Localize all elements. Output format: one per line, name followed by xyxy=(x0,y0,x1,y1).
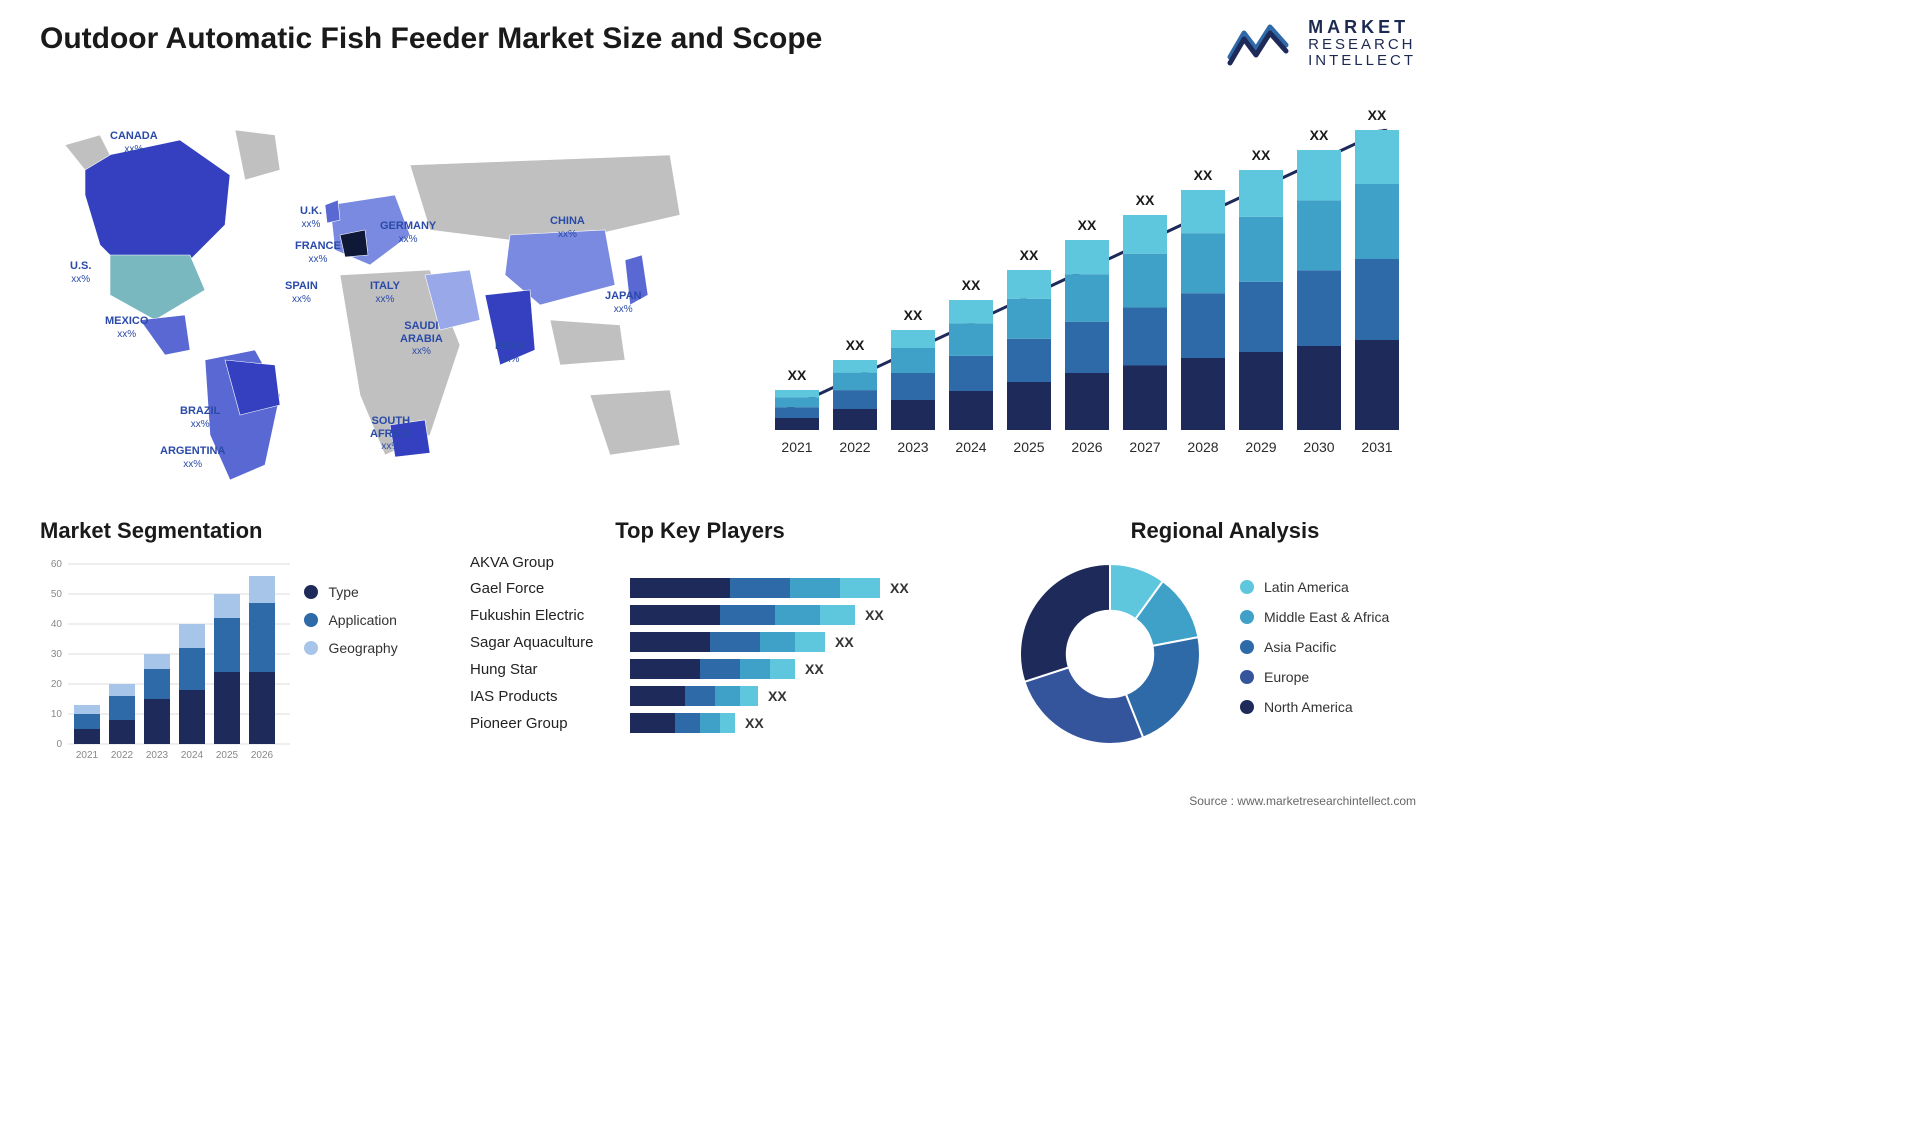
svg-text:XX: XX xyxy=(1252,147,1271,163)
svg-text:2023: 2023 xyxy=(897,439,928,455)
svg-text:2027: 2027 xyxy=(1129,439,1160,455)
svg-text:2025: 2025 xyxy=(1013,439,1044,455)
player-row: Pioneer Group XX xyxy=(470,713,990,733)
svg-text:2024: 2024 xyxy=(181,750,204,761)
svg-text:XX: XX xyxy=(904,307,923,323)
player-name: AKVA Group xyxy=(470,554,630,571)
svg-text:2031: 2031 xyxy=(1361,439,1392,455)
segmentation-legend: Type Application Geography xyxy=(304,584,397,668)
logo-text-2: RESEARCH xyxy=(1308,37,1416,53)
svg-text:30: 30 xyxy=(51,649,63,660)
svg-text:60: 60 xyxy=(51,559,63,570)
legend-item: Geography xyxy=(304,640,397,656)
segmentation-chart: 0 10 20 30 40 50 60 2021 2022 2023 2024 2025 2026 xyxy=(40,554,290,764)
player-name: Fukushin Electric xyxy=(470,607,630,624)
player-row: Sagar Aquaculture XX xyxy=(470,632,990,652)
player-value: XX xyxy=(865,607,884,623)
svg-text:2028: 2028 xyxy=(1187,439,1218,455)
svg-text:2021: 2021 xyxy=(781,439,812,455)
forecast-chart: XX 2021 XX 2022 XX 2023 XX 2024 XX 2025 XX 2026 XX 20… xyxy=(745,100,1425,480)
source-text: Source : www.marketresearchintellect.com xyxy=(1189,794,1416,808)
player-row: IAS Products XX xyxy=(470,686,990,706)
page-title: Outdoor Automatic Fish Feeder Market Siz… xyxy=(40,22,822,56)
svg-text:50: 50 xyxy=(51,589,63,600)
svg-text:XX: XX xyxy=(846,337,865,353)
player-row: Fukushin Electric XX xyxy=(470,605,990,625)
svg-text:2029: 2029 xyxy=(1245,439,1276,455)
player-name: Pioneer Group xyxy=(470,715,630,732)
svg-text:XX: XX xyxy=(1310,127,1329,143)
svg-text:XX: XX xyxy=(1020,247,1039,263)
player-row: AKVA Group xyxy=(470,554,990,571)
players-chart: AKVA Group Gael Force XX Fukushin Electric X… xyxy=(470,554,990,733)
svg-text:XX: XX xyxy=(1368,107,1387,123)
regional-title: Regional Analysis xyxy=(1010,518,1440,544)
players-section: Top Key Players AKVA GroupGael ForceXXFu… xyxy=(470,518,990,778)
legend-item: Europe xyxy=(1240,669,1389,685)
player-row: Hung Star XX xyxy=(470,659,990,679)
segmentation-title: Market Segmentation xyxy=(40,518,440,544)
svg-text:0: 0 xyxy=(56,739,62,750)
svg-text:2026: 2026 xyxy=(1071,439,1102,455)
player-value: XX xyxy=(805,661,824,677)
player-value: XX xyxy=(890,580,909,596)
svg-text:2022: 2022 xyxy=(111,750,134,761)
svg-text:XX: XX xyxy=(788,367,807,383)
legend-item: North America xyxy=(1240,699,1389,715)
player-name: IAS Products xyxy=(470,688,630,705)
legend-item: Application xyxy=(304,612,397,628)
legend-item: Middle East & Africa xyxy=(1240,609,1389,625)
logo-text-3: INTELLECT xyxy=(1308,53,1416,69)
svg-text:2026: 2026 xyxy=(251,750,274,761)
player-value: XX xyxy=(768,688,787,704)
svg-text:2024: 2024 xyxy=(955,439,986,455)
legend-item: Type xyxy=(304,584,397,600)
svg-text:40: 40 xyxy=(51,619,63,630)
legend-item: Asia Pacific xyxy=(1240,639,1389,655)
brand-logo: MARKET RESEARCH INTELLECT xyxy=(1226,18,1416,68)
player-name: Gael Force xyxy=(470,580,630,597)
svg-text:2022: 2022 xyxy=(839,439,870,455)
logo-text-1: MARKET xyxy=(1308,18,1416,37)
svg-text:XX: XX xyxy=(1194,167,1213,183)
regional-legend: Latin America Middle East & Africa Asia Pa… xyxy=(1240,579,1389,729)
svg-text:XX: XX xyxy=(1136,192,1155,208)
player-value: XX xyxy=(745,715,764,731)
svg-text:2021: 2021 xyxy=(76,750,99,761)
player-name: Hung Star xyxy=(470,661,630,678)
svg-text:XX: XX xyxy=(962,277,981,293)
legend-item: Latin America xyxy=(1240,579,1389,595)
logo-mark-icon xyxy=(1226,19,1294,67)
svg-text:2025: 2025 xyxy=(216,750,239,761)
svg-text:2023: 2023 xyxy=(146,750,169,761)
player-row: Gael Force XX xyxy=(470,578,990,598)
svg-text:XX: XX xyxy=(1078,217,1097,233)
svg-text:10: 10 xyxy=(51,709,63,720)
regional-donut xyxy=(1010,554,1210,754)
player-value: XX xyxy=(835,634,854,650)
world-map: CANADAxx%U.S.xx%MEXICOxx%BRAZILxx%ARGENT… xyxy=(30,95,710,495)
player-name: Sagar Aquaculture xyxy=(470,634,630,651)
regional-section: Regional Analysis Latin America Middle Ea… xyxy=(1010,518,1440,778)
segmentation-section: Market Segmentation 0 10 20 30 40 50 60 2021 202… xyxy=(40,518,440,778)
svg-text:20: 20 xyxy=(51,679,63,690)
players-title: Top Key Players xyxy=(470,518,930,544)
svg-text:2030: 2030 xyxy=(1303,439,1334,455)
